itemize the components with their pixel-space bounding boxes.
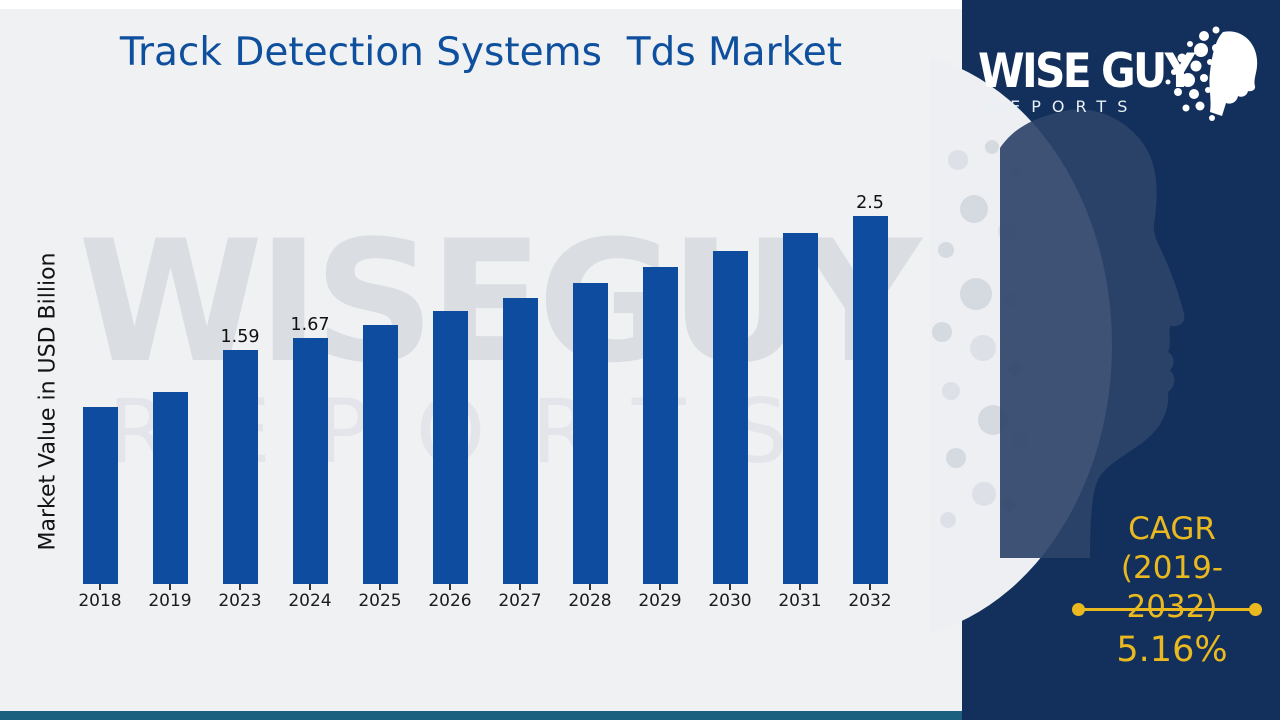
- bar: [502, 298, 538, 584]
- x-axis-label: 2024: [288, 590, 332, 611]
- bar-group: 2028: [555, 190, 625, 611]
- x-axis-tick: [449, 583, 451, 590]
- x-axis-tick: [239, 583, 241, 590]
- x-axis-label: 2026: [428, 590, 472, 611]
- x-axis-label: 2019: [148, 590, 192, 611]
- bar-group: 1.59 2023: [205, 190, 275, 611]
- blob-dot: [938, 242, 954, 258]
- x-axis-tick: [379, 583, 381, 590]
- x-axis-tick: [519, 583, 521, 590]
- bar-group: 2026: [415, 190, 485, 611]
- x-axis-label: 2031: [778, 590, 822, 611]
- bar-group: 1.67 2024: [275, 190, 345, 611]
- bar: [222, 349, 258, 584]
- x-axis-label: 2027: [498, 590, 542, 611]
- bar-group: 2027: [485, 190, 555, 611]
- bar-group: 2.5 2032: [835, 190, 905, 611]
- x-axis-tick: [169, 583, 171, 590]
- x-axis-tick: [99, 583, 101, 590]
- x-axis-label: 2032: [848, 590, 892, 611]
- logo-subtitle: REPORTS: [988, 97, 1139, 116]
- bar-group: 2029: [625, 190, 695, 611]
- bar: [712, 250, 748, 584]
- bar-value-label: 1.67: [290, 315, 330, 336]
- bar: [292, 337, 328, 584]
- x-axis-label: 2029: [638, 590, 682, 611]
- bar-group: 2025: [345, 190, 415, 611]
- x-axis-label: 2018: [78, 590, 122, 611]
- bar-group: 2031: [765, 190, 835, 611]
- bar: [572, 283, 608, 584]
- blob-dot: [942, 382, 960, 400]
- cagr-block: CAGR (2019-2032): [1078, 510, 1266, 626]
- x-axis-tick: [589, 583, 591, 590]
- bar-plot: 2018 2019 1.59 2023 1.67 2024 2025 2026 2027 2028…: [65, 190, 905, 611]
- face-silhouette: [1000, 109, 1185, 558]
- cagr-range: (2019-2032): [1120, 549, 1224, 625]
- logo-face-icon: [1165, 26, 1258, 121]
- line-end-dot-right: [1249, 603, 1262, 616]
- bar-value-label: 1.59: [220, 327, 260, 348]
- cagr-value: 5.16%: [1116, 630, 1228, 670]
- x-axis-tick: [659, 583, 661, 590]
- y-axis-label: Market Value in USD Billion: [35, 252, 61, 551]
- x-axis-tick: [799, 583, 801, 590]
- x-axis-tick: [869, 583, 871, 590]
- top-white-strip: [0, 0, 962, 9]
- x-axis-label: 2030: [708, 590, 752, 611]
- logo-wordmark: WISE GUY: [978, 44, 1195, 99]
- blob-dot: [940, 512, 956, 528]
- bar-group: 2018: [65, 190, 135, 611]
- bar: [82, 407, 118, 584]
- bar: [782, 233, 818, 584]
- page-title: Track Detection Systems Tds Market: [119, 30, 843, 75]
- bar: [642, 267, 678, 584]
- cagr-heading: CAGR: [1128, 511, 1216, 547]
- bar: [852, 215, 888, 584]
- blob-dot: [932, 322, 952, 342]
- x-axis-label: 2025: [358, 590, 402, 611]
- bar-group: 2019: [135, 190, 205, 611]
- watermark-text-line1: WISEGUY: [78, 204, 922, 400]
- bar-value-label: 2.5: [856, 193, 884, 214]
- bar: [152, 392, 188, 584]
- bar: [432, 311, 468, 584]
- cagr-divider-line: [1072, 603, 1262, 616]
- line-end-dot-left: [1072, 603, 1085, 616]
- x-axis-tick: [729, 583, 731, 590]
- bar: [362, 324, 398, 584]
- bottom-accent-strip: [0, 711, 962, 720]
- x-axis-tick: [309, 583, 311, 590]
- x-axis-label: 2028: [568, 590, 612, 611]
- bar-group: 2030: [695, 190, 765, 611]
- x-axis-label: 2023: [218, 590, 262, 611]
